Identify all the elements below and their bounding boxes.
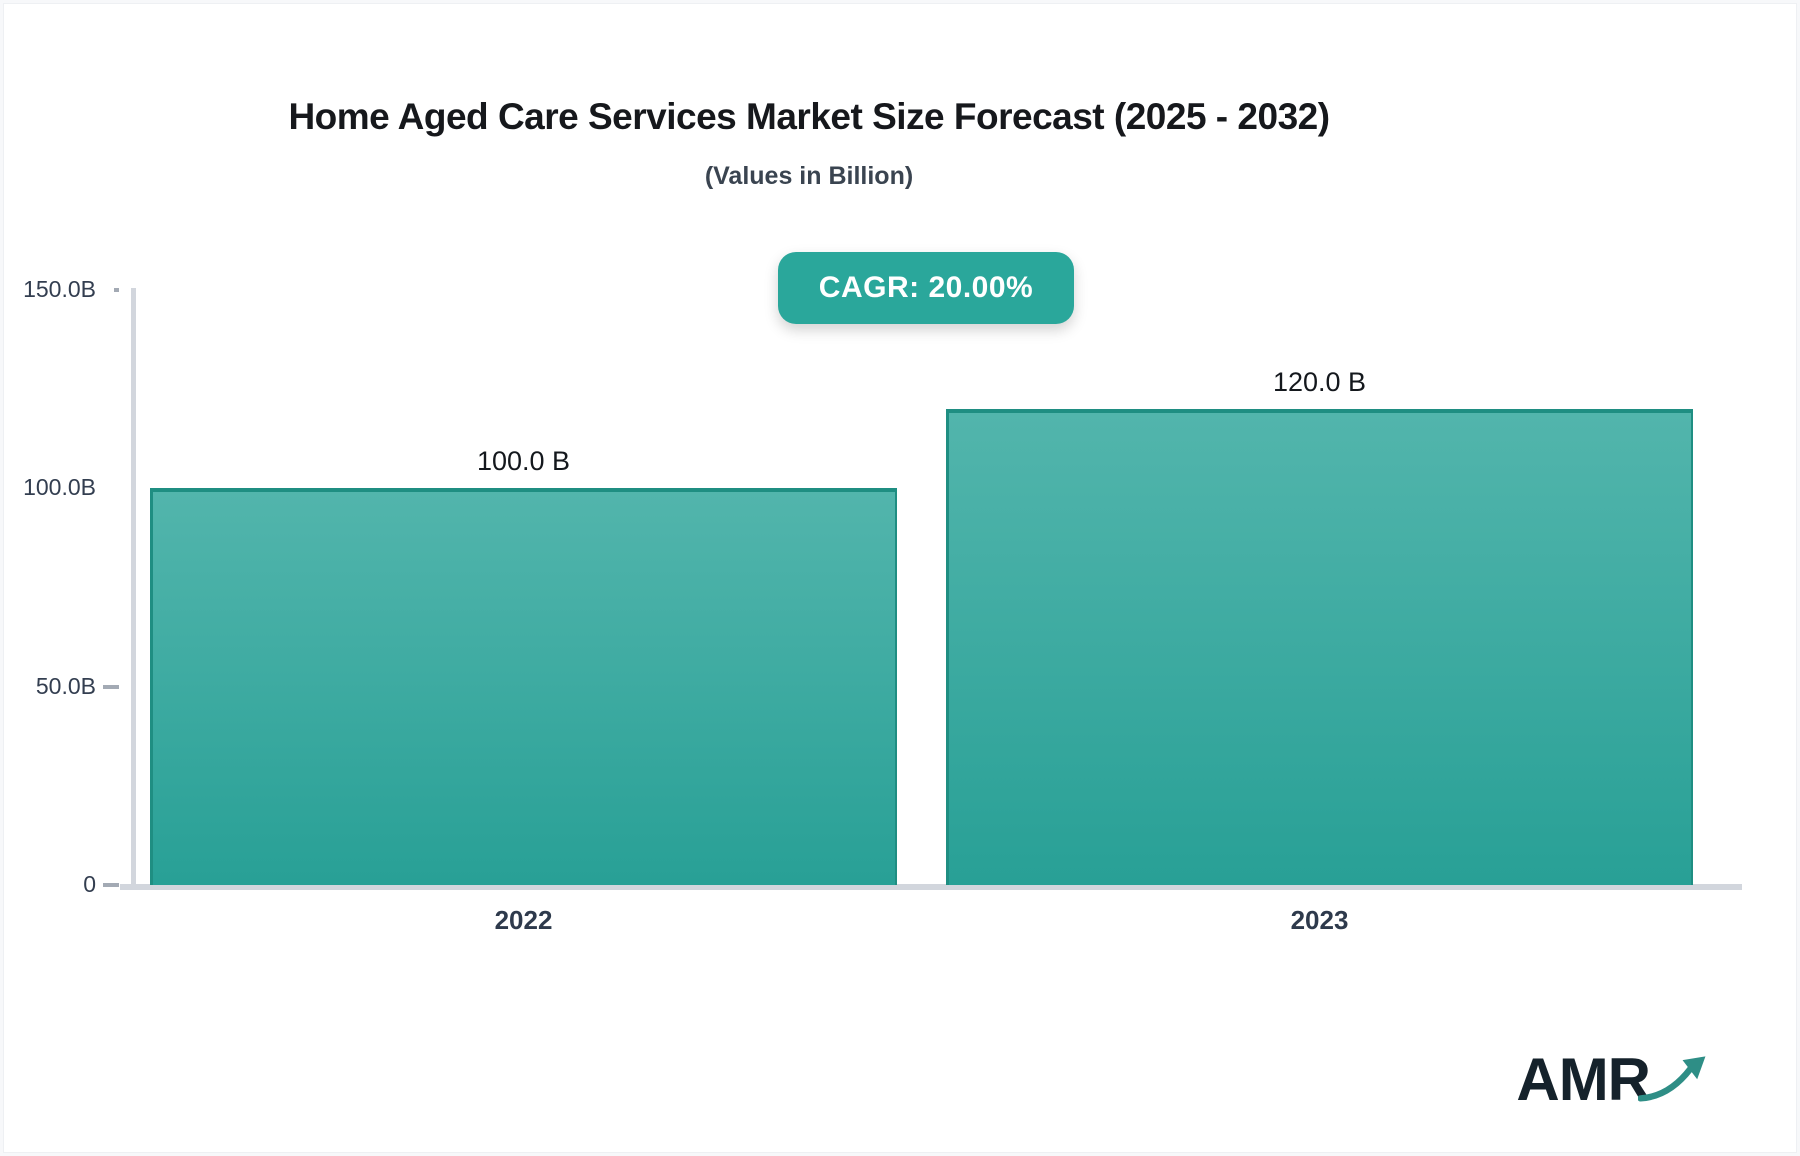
- x-axis-label-2022: 2022: [494, 905, 553, 935]
- y-tick-label: 50.0B: [35, 672, 96, 699]
- bar-2022: [150, 488, 897, 885]
- y-axis-line: [131, 288, 136, 890]
- chart-title: Home Aged Care Services Market Size Fore…: [288, 96, 1330, 137]
- bar-2023: [946, 409, 1693, 885]
- x-axis-line: [120, 884, 1742, 890]
- y-tick-label: 100.0B: [23, 474, 96, 501]
- x-axis-label-2023: 2023: [1290, 905, 1349, 935]
- bar-value-label: 120.0 B: [1272, 367, 1367, 397]
- chart-subtitle: (Values in Billion): [704, 162, 914, 190]
- y-tick-label: 0: [83, 871, 96, 897]
- y-tick-mark: [103, 883, 119, 887]
- growth-arrow-icon: [1638, 1056, 1706, 1102]
- y-tick-mark: [103, 684, 119, 689]
- bar-value-label: 100.0 B: [476, 446, 571, 477]
- amr-logo: AMR: [1516, 1050, 1708, 1110]
- amr-logo-text: AMR: [1516, 1046, 1651, 1113]
- y-tick-mark: [114, 288, 119, 292]
- y-tick-label: 150.0B: [23, 276, 96, 302]
- cagr-badge: CAGR: 20.00%: [778, 252, 1074, 324]
